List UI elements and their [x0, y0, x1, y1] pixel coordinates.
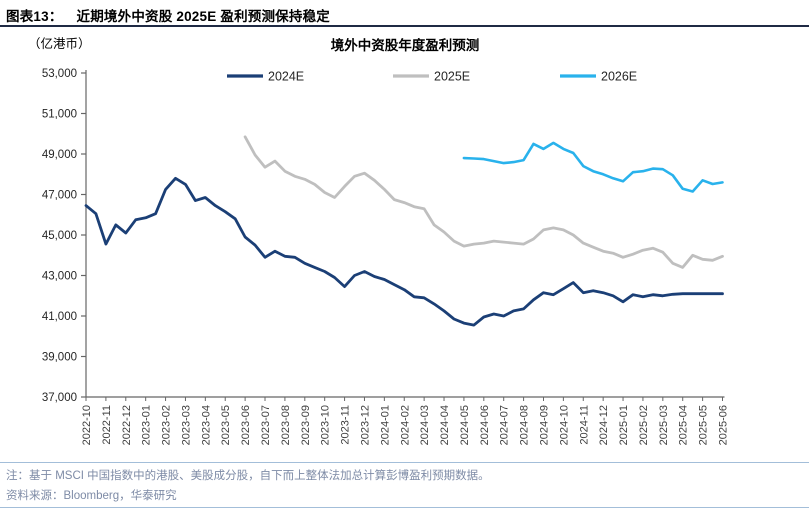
x-tick-label: 2023-04: [200, 405, 212, 445]
x-tick-label: 2022-11: [101, 405, 113, 445]
x-tick-label: 2024-04: [439, 405, 451, 445]
y-tick-label: 43,000: [42, 271, 77, 283]
x-tick-label: 2024-05: [459, 405, 471, 445]
y-axis-unit-label: （亿港币）: [28, 36, 91, 51]
legend-label-2025e: 2025E: [434, 70, 470, 84]
x-tick-label: 2023-09: [300, 405, 312, 445]
series-line-2026e: [462, 141, 724, 193]
x-tick-label: 2023-11: [340, 405, 352, 445]
legend-item-2025e: 2025E: [393, 70, 470, 84]
x-tick-label: 2025-02: [638, 405, 650, 445]
series-line-2024e: [84, 176, 724, 327]
x-tick-label: 2025-01: [618, 405, 630, 445]
y-tick-label: 39,000: [42, 352, 77, 364]
x-tick-label: 2024-07: [499, 405, 511, 445]
x-tick-label: 2023-01: [141, 405, 153, 445]
x-tick-label: 2023-02: [161, 405, 173, 445]
x-tick-label: 2023-10: [320, 405, 332, 445]
y-tick-label: 37,000: [42, 392, 77, 404]
figure-title: 近期境外中资股 2025E 盈利预测保持稳定: [76, 9, 330, 24]
y-tick-label: 45,000: [42, 230, 77, 242]
plot-region: 37,000 39,000 41,000 43,000 45,000 47,000 49,0…: [42, 68, 730, 445]
figure-label: 图表13：: [6, 9, 63, 24]
x-axis: 2022-10 2022-11 2022-12 2023-01 2023-02 2023-…: [81, 396, 730, 445]
y-tick-label: 49,000: [42, 149, 77, 161]
series-line-2025e: [243, 135, 724, 269]
figure-header: 图表13： 近期境外中资股 2025E 盈利预测保持稳定: [6, 5, 803, 25]
legend-item-2026e: 2026E: [560, 70, 637, 84]
x-tick-label: 2025-06: [718, 405, 730, 445]
x-tick-label: 2023-07: [260, 405, 272, 445]
chart-legend: 2024E 2025E 2026E: [227, 70, 637, 84]
x-tick-label: 2023-05: [220, 405, 232, 445]
header-underline: [0, 25, 809, 27]
x-tick-label: 2022-12: [121, 405, 133, 445]
x-tick-label: 2024-12: [598, 405, 610, 445]
x-tick-label: 2024-09: [538, 405, 550, 445]
footer-bottom-separator: [0, 507, 809, 508]
y-tick-label: 51,000: [42, 109, 77, 121]
y-tick-label: 47,000: [42, 190, 77, 202]
y-tick-label: 41,000: [42, 311, 77, 323]
x-tick-label: 2022-10: [81, 405, 93, 445]
x-tick-label: 2023-12: [359, 405, 371, 445]
legend-item-2024e: 2024E: [227, 70, 304, 84]
x-tick-label: 2023-03: [180, 405, 192, 445]
line-chart-svg: （亿港币） 境外中资股年度盈利预测 2024E 2025E 2026E 37,000…: [28, 36, 730, 445]
y-tick-label: 53,000: [42, 68, 77, 80]
x-tick-label: 2023-06: [240, 405, 252, 445]
x-tick-label: 2024-03: [419, 405, 431, 445]
legend-label-2026e: 2026E: [601, 70, 637, 84]
footer-top-separator: [0, 462, 809, 463]
x-tick-label: 2025-05: [698, 405, 710, 445]
x-tick-label: 2023-08: [280, 405, 292, 445]
legend-label-2024e: 2024E: [268, 70, 304, 84]
footnote-text: 注：基于 MSCI 中国指数中的港股、美股成分股，自下而上整体法加总计算彭博盈利…: [6, 470, 490, 482]
y-axis: 37,000 39,000 41,000 43,000 45,000 47,000 49,0…: [42, 68, 87, 404]
x-tick-label: 2024-02: [399, 405, 411, 445]
x-tick-label: 2024-08: [519, 405, 531, 445]
x-tick-label: 2025-04: [678, 405, 690, 445]
chart-title: 境外中资股年度盈利预测: [331, 37, 480, 53]
x-tick-label: 2025-03: [658, 405, 670, 445]
x-tick-label: 2024-01: [379, 405, 391, 445]
source-text: 资料来源：Bloomberg，华泰研究: [6, 490, 177, 502]
chart-area: （亿港币） 境外中资股年度盈利预测 2024E 2025E 2026E 37,000…: [0, 28, 809, 460]
x-tick-label: 2024-11: [578, 405, 590, 445]
x-tick-label: 2024-06: [479, 405, 491, 445]
x-tick-label: 2024-10: [558, 405, 570, 445]
